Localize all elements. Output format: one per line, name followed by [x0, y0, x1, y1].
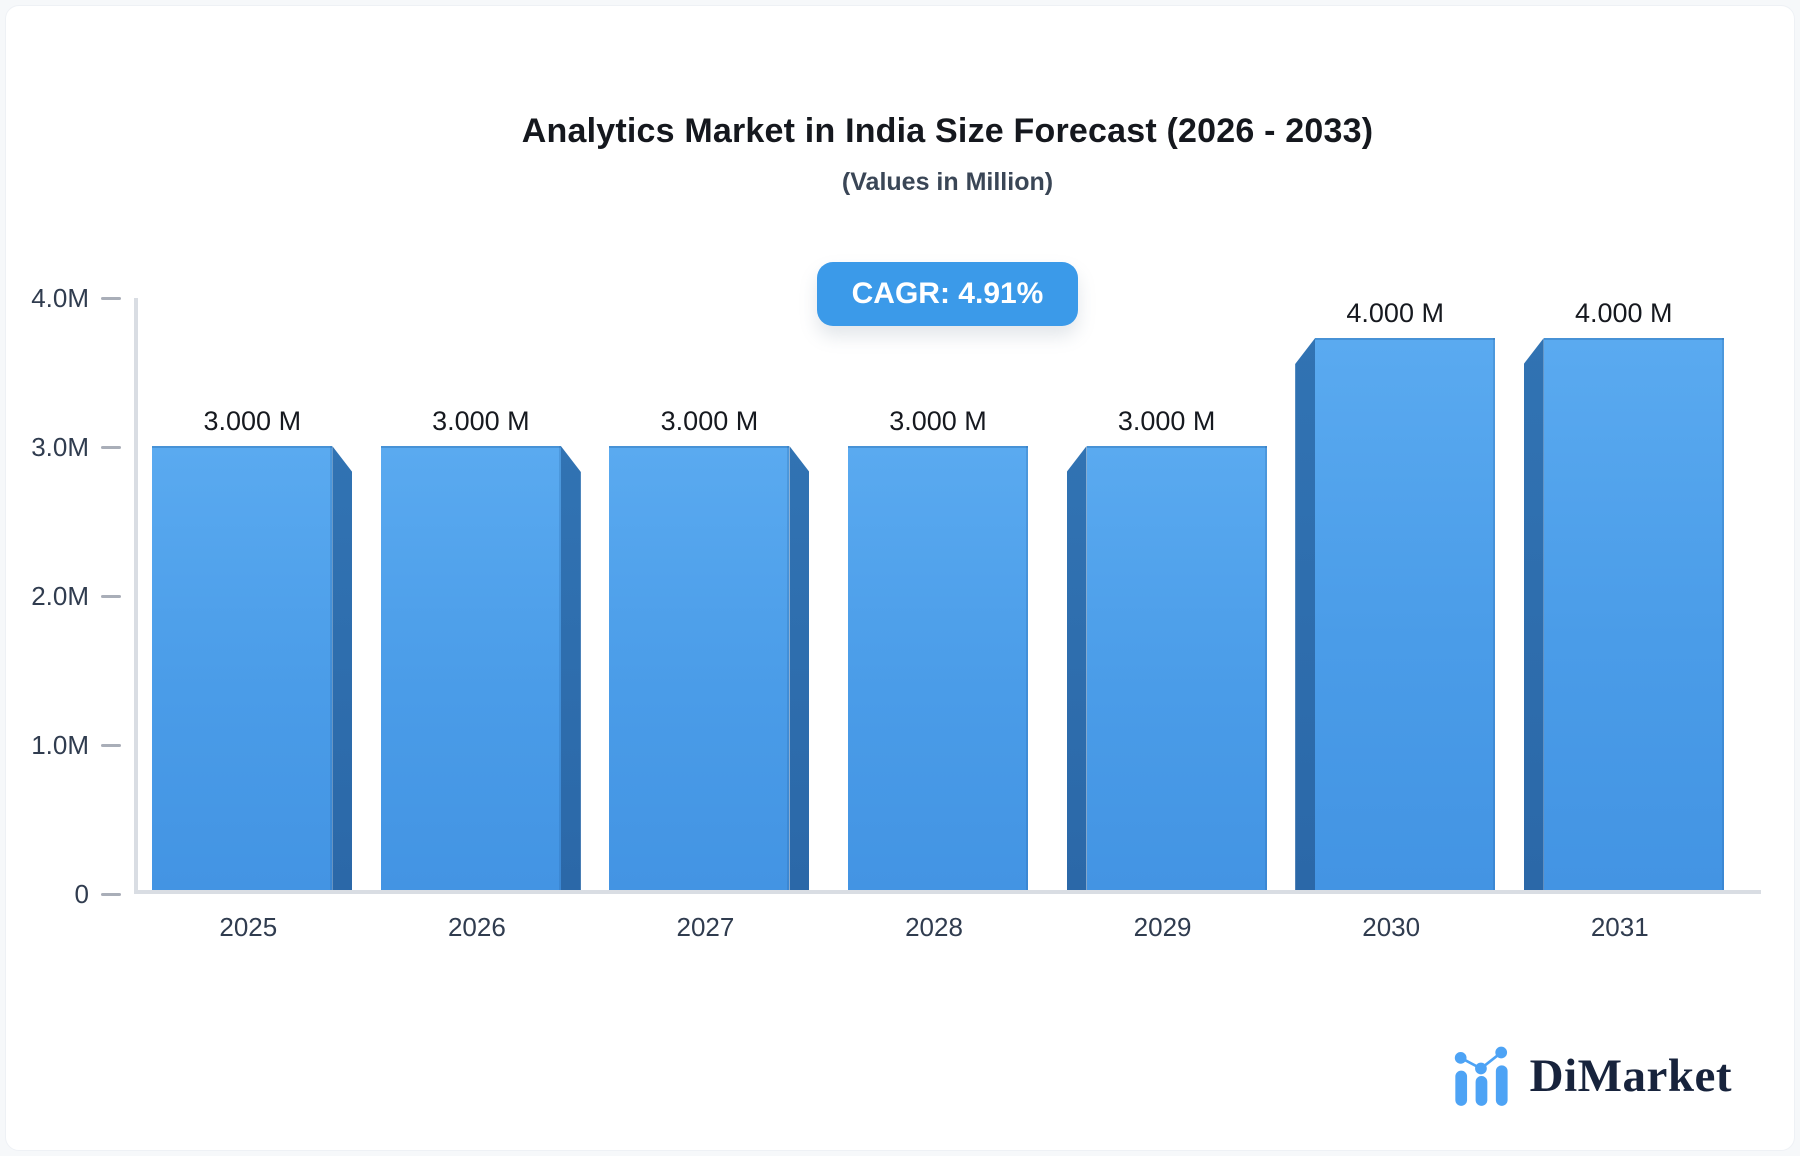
x-axis-label: 2031: [1590, 912, 1649, 942]
bar-face: [152, 446, 333, 890]
bar-slot: 3.000 M: [595, 298, 824, 890]
bar-slot: 4.000 M: [1281, 298, 1510, 890]
x-axis-label: 2030: [1362, 912, 1421, 942]
bar-value-label: 3.000 M: [660, 406, 759, 436]
bar-value-label: 4.000 M: [1346, 298, 1444, 328]
y-tick: 4.0M: [31, 283, 134, 313]
x-axis-label: 2025: [219, 912, 278, 942]
bar-slot: 3.000 M: [138, 298, 367, 890]
y-tick-label: 4.0M: [31, 282, 89, 313]
bar-side-3d: [1066, 446, 1087, 890]
bar-2027: [609, 446, 810, 890]
bar-line-chart-icon: [1454, 1046, 1508, 1106]
y-axis: 0 1.0M 2.0M 3.0M 4.0M: [6, 283, 134, 909]
bar-value-label: 4.000 M: [1574, 298, 1673, 328]
bar-2028: [848, 446, 1029, 890]
y-tick: 1.0M: [31, 730, 134, 760]
bar-face: [380, 446, 561, 890]
bar-2029: [1066, 446, 1267, 890]
chart-title: Analytics Market in India Size Forecast …: [521, 112, 1374, 150]
bar-value-label: 3.000 M: [1117, 406, 1216, 436]
bar-face: [609, 446, 790, 890]
chart-subtitle: (Values in Million): [841, 168, 1054, 196]
x-axis-label: 2026: [447, 912, 506, 942]
bar-face: [1543, 338, 1724, 890]
bar-slot: 3.000 M: [367, 298, 596, 890]
y-tick-label: 0: [74, 878, 89, 909]
bar-slot: 4.000 M: [1509, 298, 1738, 890]
y-tick: 3.0M: [31, 432, 134, 462]
bar-side-3d: [1523, 338, 1544, 890]
brand-name: DiMarket: [1529, 1050, 1732, 1102]
bar-slot: 3.000 M: [1052, 298, 1281, 890]
cagr-badge-wrap: CAGR: 4.91%: [134, 262, 1761, 326]
bar-side-3d: [789, 446, 810, 890]
bar-2026: [380, 446, 581, 890]
bar-side-3d: [332, 446, 353, 890]
y-tick-mark: [101, 594, 121, 598]
cagr-badge: CAGR: 4.91%: [816, 262, 1079, 326]
chart-header: Analytics Market in India Size Forecast …: [134, 112, 1761, 197]
y-tick-label: 2.0M: [31, 580, 89, 611]
bar-value-label: 3.000 M: [203, 406, 302, 436]
dimarket-logo[interactable]: DiMarket: [1449, 1044, 1732, 1108]
bars-row: 3.000 M 3.000 M 3.000 M 3.000 M 3.000 M 4.000…: [138, 298, 1738, 890]
bar-face: [1086, 446, 1267, 890]
y-tick: 2.0M: [31, 581, 134, 611]
bar-value-label: 3.000 M: [889, 406, 987, 436]
x-axis-labels: 2025 2026 2027 2028 2029 2030 2031: [134, 912, 1734, 943]
y-tick-mark: [101, 445, 121, 449]
x-axis-label: 2029: [1133, 912, 1192, 942]
y-tick: 0: [75, 879, 134, 909]
bar-value-label: 3.000 M: [432, 406, 530, 436]
bar-2030: [1295, 338, 1496, 890]
x-axis-label: 2028: [905, 912, 963, 942]
bar-slot: 3.000 M: [824, 298, 1053, 890]
y-tick-mark: [101, 892, 121, 896]
bar-side-3d: [560, 446, 581, 890]
bar-face: [1315, 338, 1496, 890]
bar-face: [848, 446, 1029, 890]
bar-2025: [152, 446, 353, 890]
y-tick-mark: [101, 296, 121, 300]
y-tick-label: 3.0M: [31, 431, 89, 462]
bar-2031: [1523, 338, 1724, 890]
y-tick-mark: [101, 743, 121, 747]
chart-card: Analytics Market in India Size Forecast …: [5, 5, 1795, 1151]
x-axis-label: 2027: [676, 912, 735, 942]
plot-area: 3.000 M 3.000 M 3.000 M 3.000 M 3.000 M 4.000…: [134, 298, 1761, 894]
bar-side-3d: [1295, 338, 1316, 890]
y-tick-label: 1.0M: [31, 729, 89, 760]
